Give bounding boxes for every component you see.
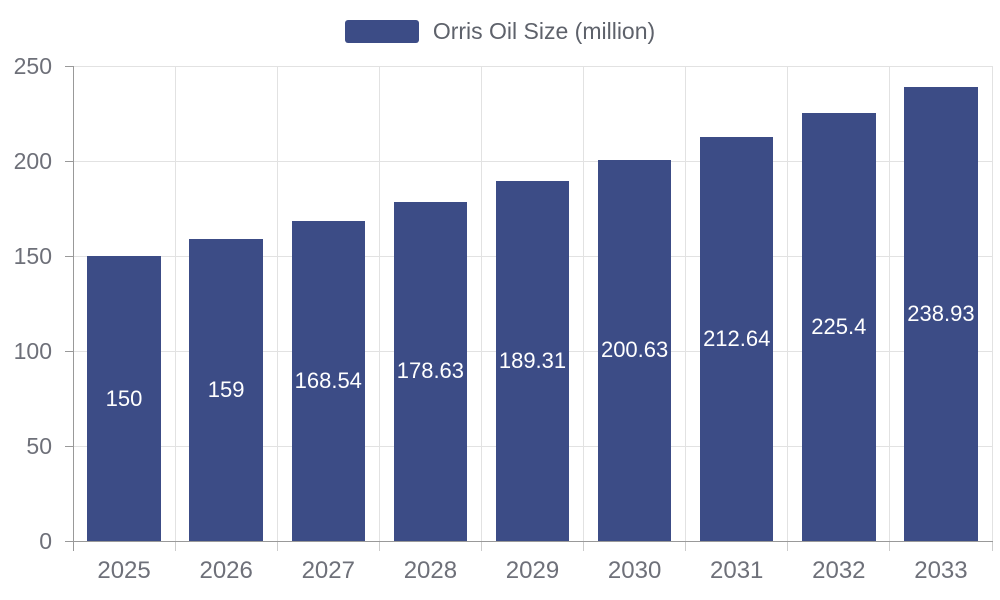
gridline-vertical [787, 66, 789, 541]
y-axis-tick [65, 65, 73, 67]
bar-value-label: 189.31 [498, 348, 567, 374]
gridline-vertical [685, 66, 687, 541]
y-axis-tick [65, 540, 73, 542]
legend-item[interactable]: Orris Oil Size (million) [0, 14, 1000, 48]
bar-2028[interactable]: 178.63 [393, 201, 468, 541]
bar-2033[interactable]: 238.93 [904, 87, 978, 541]
gridline-vertical [378, 66, 380, 541]
y-axis-tick-label: 50 [26, 433, 52, 459]
bar-value-label: 159 [207, 376, 245, 402]
legend-swatch [344, 19, 419, 43]
bar-value-label: 150 [105, 385, 143, 411]
y-axis-tick [65, 160, 73, 162]
bar-2031[interactable]: 212.64 [699, 136, 774, 541]
y-axis-line [72, 66, 74, 551]
gridline-vertical [583, 66, 585, 541]
bar-value-label: 200.63 [600, 337, 669, 363]
x-axis-tick [991, 541, 993, 551]
y-axis-tick-label: 0 [39, 528, 52, 554]
x-axis-tick-label: 2025 [97, 557, 151, 584]
x-axis-tick-label: 2032 [812, 557, 866, 584]
x-axis-tick [378, 541, 380, 551]
y-axis-tick-label: 250 [13, 53, 52, 79]
x-axis-tick-label: 2033 [914, 557, 968, 584]
x-axis-tick [276, 541, 278, 551]
x-axis-tick [685, 541, 687, 551]
x-axis-tick [583, 541, 585, 551]
bar-value-label: 225.4 [811, 313, 867, 339]
gridline-vertical [276, 66, 278, 541]
y-axis-tick-label: 150 [13, 243, 52, 269]
x-axis-tick [787, 541, 789, 551]
legend-label: Orris Oil Size (million) [432, 17, 656, 44]
bar-value-label: 178.63 [396, 358, 465, 384]
x-axis-tick-label: 2027 [301, 557, 355, 584]
bar-2029[interactable]: 189.31 [495, 181, 570, 541]
y-axis-tick [65, 255, 73, 257]
x-axis-tick-label: 2029 [505, 557, 560, 584]
x-axis-tick-label: 2026 [199, 557, 253, 584]
bar-2030[interactable]: 200.63 [597, 159, 672, 541]
x-axis-tick-label: 2031 [710, 557, 764, 584]
gridline-vertical [480, 66, 482, 541]
bar-2025[interactable]: 150 [87, 256, 161, 541]
gridline-vertical [174, 66, 176, 541]
x-axis-tick [480, 541, 482, 551]
gridline-horizontal [73, 65, 992, 67]
bar-2026[interactable]: 159 [189, 238, 263, 541]
x-axis-line [72, 540, 993, 542]
x-axis-tick [174, 541, 176, 551]
bar-value-label: 212.64 [703, 325, 771, 351]
y-axis-tick [65, 350, 73, 352]
x-axis-tick [889, 541, 891, 551]
bar-value-label: 168.54 [294, 367, 362, 393]
gridline-vertical [991, 66, 993, 541]
y-axis-tick-label: 100 [13, 338, 52, 364]
y-axis-tick [65, 445, 73, 447]
gridline-horizontal [73, 160, 992, 162]
bar-2032[interactable]: 225.4 [802, 112, 876, 541]
x-axis-tick-label: 2028 [403, 557, 458, 584]
y-axis-tick-label: 200 [13, 148, 52, 174]
bar-value-label: 238.93 [907, 301, 975, 326]
gridline-vertical [889, 66, 891, 541]
bar-2027[interactable]: 168.54 [291, 220, 366, 541]
x-axis-tick-label: 2030 [607, 557, 662, 584]
